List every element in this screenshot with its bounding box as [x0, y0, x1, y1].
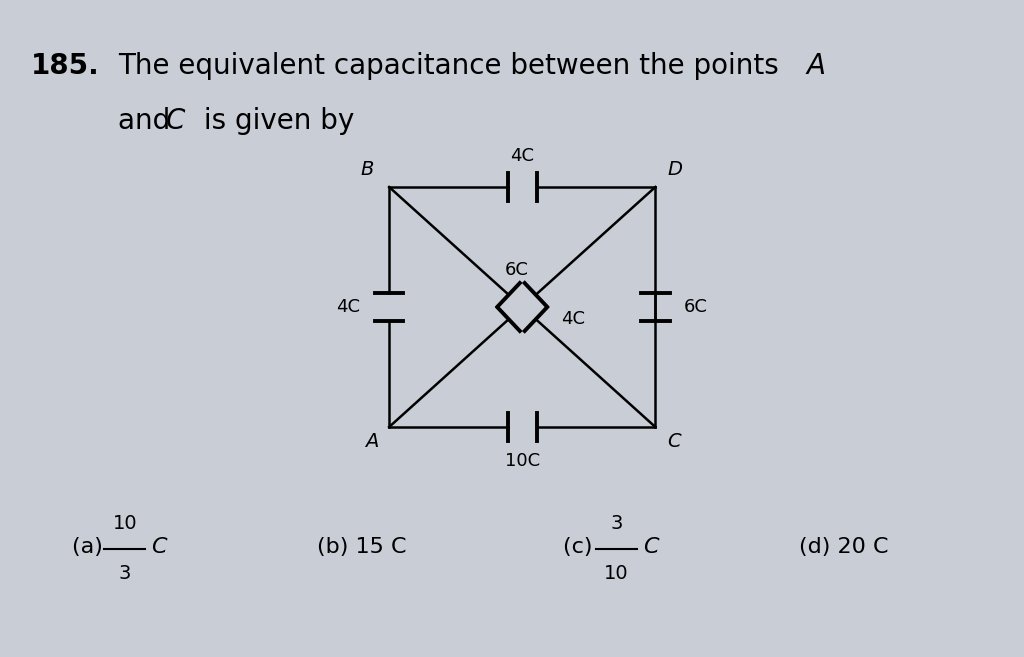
Text: 3: 3	[610, 514, 623, 533]
Text: 6C: 6C	[684, 298, 708, 316]
Text: A: A	[807, 52, 826, 80]
Text: (c): (c)	[563, 537, 600, 557]
Text: 10C: 10C	[505, 452, 540, 470]
Text: (b) 15 C: (b) 15 C	[317, 537, 407, 557]
Text: 4C: 4C	[337, 298, 360, 316]
Text: is given by: is given by	[195, 107, 354, 135]
Text: C: C	[668, 432, 681, 451]
Text: (d) 20 C: (d) 20 C	[799, 537, 888, 557]
Text: 10: 10	[113, 514, 137, 533]
Text: 185.: 185.	[31, 52, 99, 80]
Text: 6C: 6C	[505, 261, 529, 279]
Text: D: D	[668, 160, 683, 179]
Text: A: A	[366, 432, 379, 451]
Text: B: B	[360, 160, 374, 179]
Text: 10: 10	[604, 564, 629, 583]
Text: 4C: 4C	[561, 310, 585, 328]
Text: C: C	[152, 537, 167, 557]
Text: The equivalent capacitance between the points: The equivalent capacitance between the p…	[118, 52, 787, 80]
Text: C: C	[643, 537, 658, 557]
Text: (a): (a)	[72, 537, 110, 557]
Text: and: and	[118, 107, 179, 135]
Text: 4C: 4C	[510, 147, 535, 165]
Text: C: C	[166, 107, 185, 135]
Text: 3: 3	[119, 564, 131, 583]
